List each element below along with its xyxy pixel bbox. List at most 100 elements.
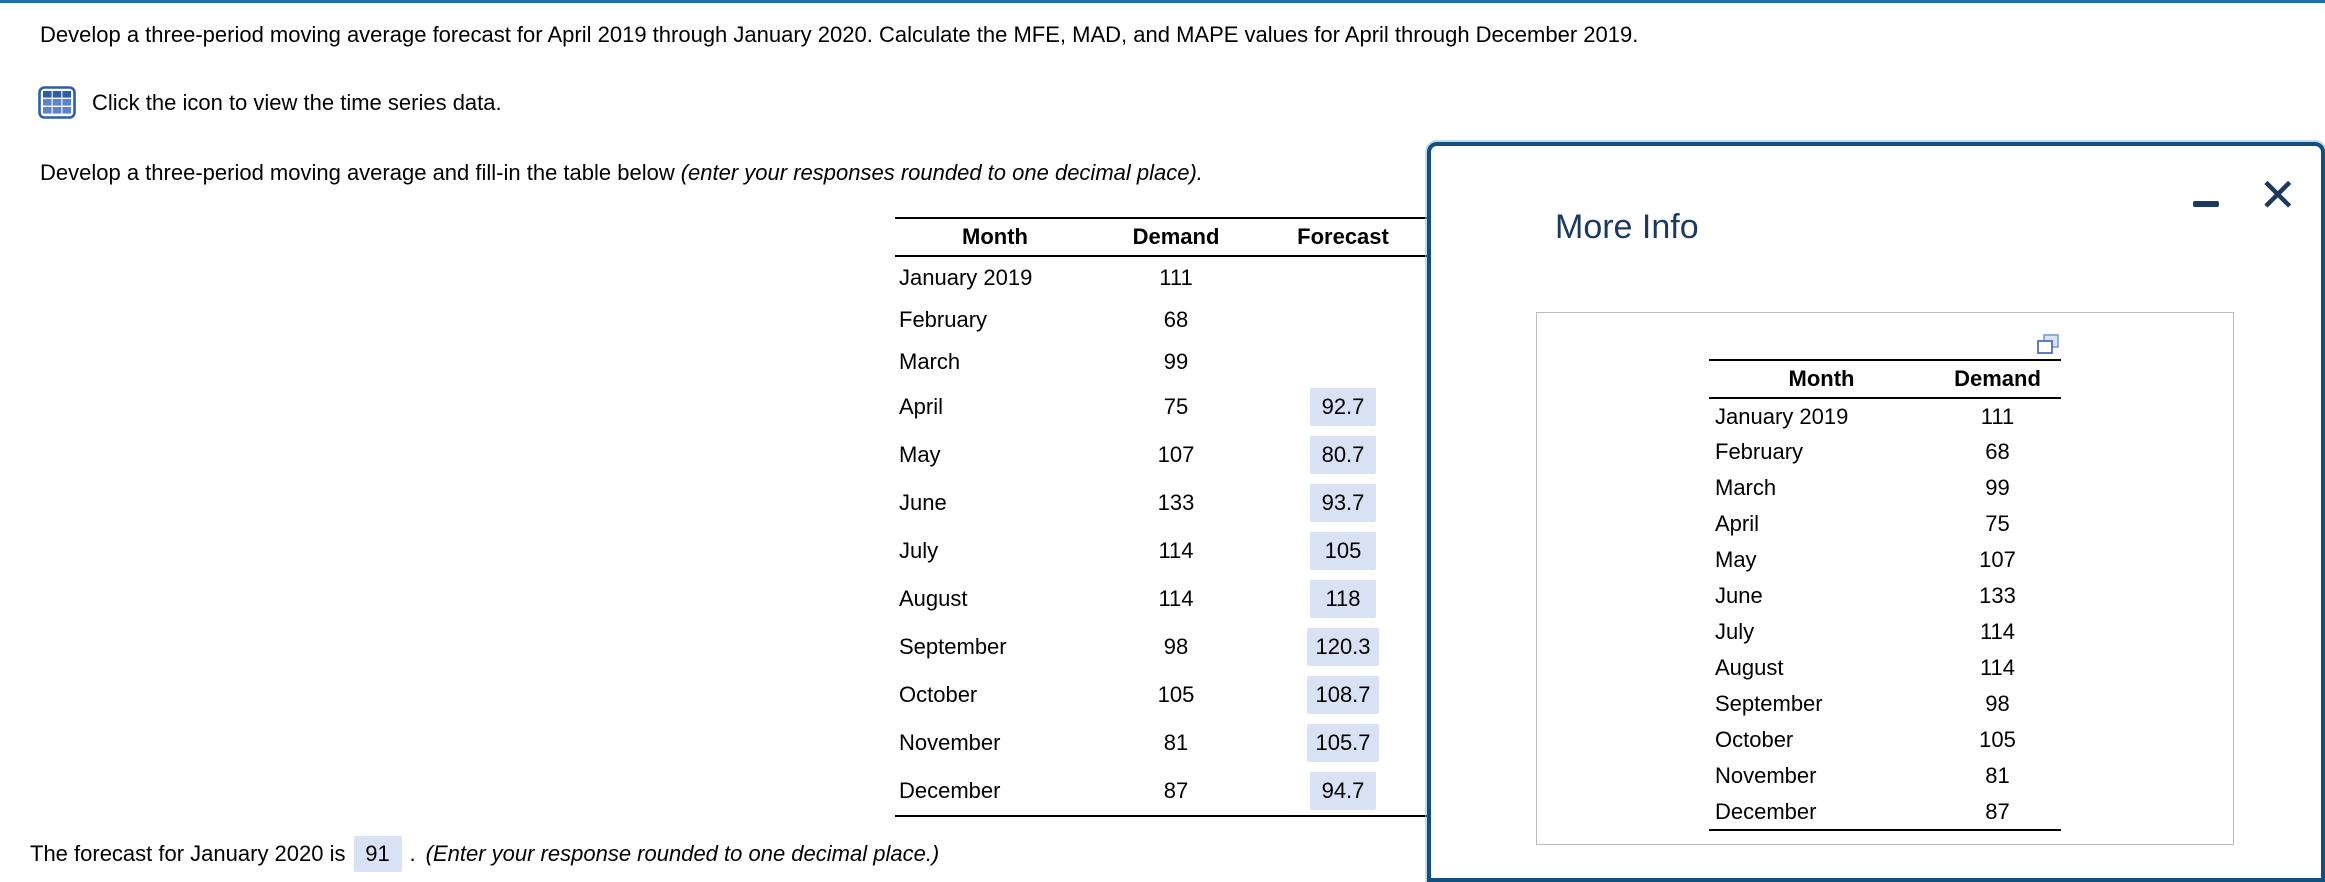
table-row: June 133 <box>1709 578 2061 614</box>
month-header: Month <box>895 217 1095 257</box>
forecast-input[interactable]: 105 <box>1310 531 1376 570</box>
demand-cell: 133 <box>1157 489 1195 515</box>
month-cell: August <box>899 585 968 611</box>
table-row: May 107 80.7 <box>895 431 1429 479</box>
fill-table-instruction: Develop a three-period moving average an… <box>40 160 1203 186</box>
month-cell: January 2019 <box>1715 403 1849 429</box>
forecast-input[interactable]: 93.7 <box>1310 483 1376 522</box>
demand-cell: 114 <box>1979 619 2016 644</box>
table-row: December 87 94.7 <box>895 767 1429 816</box>
demand-cell: 114 <box>1979 655 2016 680</box>
open-in-new-window-icon[interactable] <box>2035 333 2061 357</box>
demand-cell: 111 <box>1980 403 2015 429</box>
month-cell: August <box>1715 655 1784 680</box>
minimize-button[interactable] <box>2191 190 2221 218</box>
demand-cell: 114 <box>1158 537 1194 563</box>
minimize-icon <box>2193 201 2219 207</box>
close-icon: ✕ <box>2258 169 2297 221</box>
month-cell: June <box>899 489 947 515</box>
table-row: August 114 <box>1709 650 2061 686</box>
table-row: January 2019 111 <box>1709 398 2061 434</box>
demand-cell: 68 <box>1163 307 1189 332</box>
demand-cell: 98 <box>1985 691 2010 716</box>
table-row: February 68 <box>1709 434 2061 470</box>
time-series-table: Month Demand January 2019 111 February 6… <box>1709 359 2061 831</box>
january-forecast-input[interactable]: 91 <box>353 836 402 872</box>
table-row: August 114 118 <box>895 575 1429 623</box>
forecast-input[interactable]: 108.7 <box>1307 675 1379 714</box>
demand-cell: 81 <box>1163 729 1189 755</box>
demand-cell: 98 <box>1163 633 1189 659</box>
month-cell: October <box>1715 727 1794 752</box>
demand-header: Demand <box>1934 359 2061 399</box>
table-row: May 107 <box>1709 542 2061 578</box>
january-forecast-note: (Enter your response rounded to one deci… <box>425 841 940 866</box>
demand-cell: 81 <box>1985 763 2010 788</box>
month-cell: September <box>1715 691 1823 716</box>
view-data-label: Click the icon to view the time series d… <box>92 89 502 115</box>
time-series-table-body: January 2019 111 February 68 March 99 <box>1709 398 2061 830</box>
forecast-input[interactable]: 105.7 <box>1307 723 1379 762</box>
sentence-period: . <box>409 841 416 866</box>
month-cell: October <box>899 681 978 707</box>
table-row: September 98 120.3 <box>895 623 1429 671</box>
month-cell: March <box>899 349 961 374</box>
table-row: November 81 105.7 <box>895 719 1429 767</box>
month-cell: April <box>1715 511 1760 536</box>
month-cell: November <box>899 729 1001 755</box>
view-data-row: Click the icon to view the time series d… <box>38 86 502 119</box>
fill-table-text: Develop a three-period moving average an… <box>40 160 675 185</box>
month-cell: April <box>899 393 944 419</box>
demand-cell: 75 <box>1985 511 2010 536</box>
forecast-header: Forecast <box>1257 217 1429 257</box>
demand-cell: 105 <box>1979 727 2016 752</box>
month-cell: July <box>1715 619 1755 644</box>
month-cell: December <box>1715 798 1817 824</box>
demand-cell: 87 <box>1985 798 2010 824</box>
table-row: December 87 <box>1709 794 2061 830</box>
month-cell: December <box>899 777 1001 803</box>
forecast-input[interactable]: 92.7 <box>1310 388 1376 426</box>
time-series-data-icon[interactable] <box>38 86 76 119</box>
table-row: April 75 92.7 <box>895 383 1429 431</box>
table-row: November 81 <box>1709 758 2061 794</box>
month-cell: September <box>899 633 1007 659</box>
month-cell: July <box>899 537 939 563</box>
forecast-input[interactable]: 120.3 <box>1307 627 1379 666</box>
table-row: July 114 <box>1709 614 2061 650</box>
month-cell: May <box>1715 547 1757 572</box>
forecast-table: Month Demand Forecast January 2019 111 F… <box>895 217 1429 817</box>
month-cell: January 2019 <box>899 265 1033 290</box>
table-row: January 2019 111 <box>895 256 1429 299</box>
demand-cell: 133 <box>1979 583 2016 608</box>
demand-cell: 107 <box>1157 441 1195 467</box>
demand-header: Demand <box>1095 217 1257 257</box>
table-row: September 98 <box>1709 686 2061 722</box>
dialog-title: More Info <box>1555 208 1699 246</box>
table-row: July 114 105 <box>895 527 1429 575</box>
forecast-input[interactable]: 118 <box>1310 579 1376 618</box>
table-row: April 75 <box>1709 506 2061 542</box>
table-row: June 133 93.7 <box>895 479 1429 527</box>
table-row: March 99 <box>1709 470 2061 506</box>
table-row: February 68 <box>895 299 1429 341</box>
forecast-table-body: January 2019 111 February 68 March 99 <box>895 256 1429 816</box>
month-cell: May <box>899 441 941 467</box>
more-info-dialog: More Info ✕ Month Demand January 2019 <box>1427 142 2325 882</box>
forecast-input[interactable]: 94.7 <box>1310 771 1376 810</box>
demand-cell: 107 <box>1979 547 2016 572</box>
month-cell: February <box>899 307 988 332</box>
demand-cell: 105 <box>1157 681 1195 707</box>
forecast-table-header-row: Month Demand Forecast <box>895 217 1429 257</box>
time-series-header-row: Month Demand <box>1709 359 2061 399</box>
demand-cell: 68 <box>1985 439 2010 464</box>
demand-cell: 87 <box>1163 777 1189 803</box>
table-row: March 99 <box>895 341 1429 383</box>
month-cell: November <box>1715 763 1817 788</box>
january-forecast-line: The forecast for January 2020 is 91. (Ente… <box>30 836 939 872</box>
close-button[interactable]: ✕ <box>2258 172 2297 218</box>
problem-statement: Develop a three-period moving average fo… <box>40 22 1639 47</box>
forecast-input[interactable]: 80.7 <box>1310 435 1376 474</box>
demand-cell: 111 <box>1159 265 1193 290</box>
page-top-accent-bar <box>0 0 2325 3</box>
